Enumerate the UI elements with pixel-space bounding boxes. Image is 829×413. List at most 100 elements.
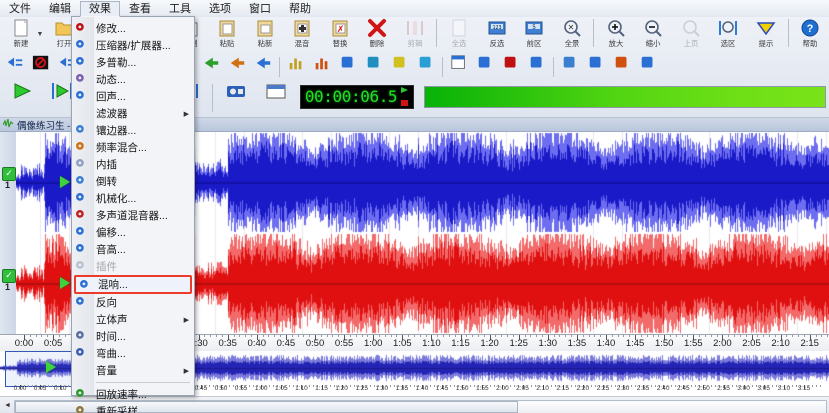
- effects-toolbar-merge-button[interactable]: [413, 54, 439, 78]
- effects-menu-item-23[interactable]: 重新采样...: [72, 403, 194, 413]
- ruler-minor-tick: [384, 335, 386, 337]
- toolbar-new-file-button[interactable]: 新建: [2, 17, 40, 51]
- ruler-minor-tick: [606, 385, 608, 387]
- effects-toolbar-fade-button[interactable]: [557, 54, 583, 78]
- toolbar-help-question-button[interactable]: ? 帮助: [792, 17, 829, 51]
- ruler-minor-tick: [454, 385, 456, 387]
- chevron-down-icon[interactable]: ▼: [36, 30, 44, 38]
- effects-toolbar-arrow-right-button[interactable]: [198, 54, 224, 78]
- effects-menu-item-3[interactable]: 多普勒...: [72, 54, 194, 71]
- effects-menu-item-22[interactable]: 回放速率...: [72, 386, 194, 403]
- effects-toolbar-bars-button[interactable]: [309, 54, 335, 78]
- ruler-label: 0:00: [14, 338, 34, 349]
- transport-play-button[interactable]: [2, 80, 42, 114]
- menu-help[interactable]: 帮助: [289, 2, 311, 15]
- toolbar-paste-new-button[interactable]: 粘新: [246, 17, 284, 51]
- effects-toolbar-speaker-left-button[interactable]: [609, 54, 635, 78]
- effects-toolbar-levels-button[interactable]: [283, 54, 309, 78]
- ruler-minor-tick: [273, 385, 275, 387]
- toolbar-button-label: 放大: [608, 39, 624, 48]
- ruler-minor-tick: [565, 335, 567, 337]
- ruler-minor-tick: [32, 385, 34, 387]
- play-marker-icon[interactable]: [60, 176, 70, 188]
- toolbar-button-label: 前区: [526, 39, 542, 48]
- effects-toolbar-speaker-right-button[interactable]: [635, 54, 661, 78]
- effects-menu-item-4[interactable]: 动态...: [72, 71, 194, 88]
- horizontal-scrollbar[interactable]: [14, 400, 827, 413]
- ruler-tick: [502, 385, 504, 389]
- ruler-tick: [431, 335, 433, 340]
- channel-1-label: 1: [5, 180, 11, 190]
- effects-toolbar-volume-button[interactable]: [583, 54, 609, 78]
- effects-dropdown-menu[interactable]: 修改... 压缩器/扩展器... 多普勒... 动态... 回声... 滤波器 ▶ 镶边器..…: [71, 16, 195, 413]
- ruler-minor-tick: [647, 385, 649, 387]
- effects-menu-item-9[interactable]: 内插: [72, 156, 194, 173]
- effects-menu-item-11[interactable]: 机械化...: [72, 190, 194, 207]
- scroll-left-arrow-icon[interactable]: ◄: [4, 402, 11, 409]
- menu-options[interactable]: 选项: [209, 2, 231, 15]
- effects-menu-item-8[interactable]: 频率混合...: [72, 139, 194, 156]
- document-titlebar[interactable]: 偶像练习生 -: [0, 118, 829, 132]
- effects-menu-item-2[interactable]: 压缩器/扩展器...: [72, 37, 194, 54]
- toolbar-zoom-selection-button[interactable]: 选区: [710, 17, 748, 51]
- effects-toolbar-arrow-left-button[interactable]: [224, 54, 250, 78]
- ruler-minor-tick: [210, 335, 212, 337]
- effects-menu-item-20[interactable]: 弯曲...: [72, 345, 194, 362]
- effects-menu-item-13[interactable]: 偏移...: [72, 224, 194, 241]
- toolbar-zoom-fit-button[interactable]: ✕ 全景: [553, 17, 591, 51]
- effects-menu-item-10[interactable]: 倒转: [72, 173, 194, 190]
- toolbar-replace-button[interactable]: ✗ 替换: [321, 17, 359, 51]
- effects-menu-item-5[interactable]: 回声...: [72, 88, 194, 105]
- ruler-minor-tick: [821, 335, 823, 337]
- effects-toolbar-note-button[interactable]: [524, 54, 550, 78]
- effects-toolbar-marker-left-button[interactable]: [2, 54, 28, 78]
- effects-toolbar-window-button[interactable]: [446, 54, 472, 78]
- effects-menu-item-16[interactable]: 混响...: [74, 275, 192, 294]
- toolbar-zoom-out-button[interactable]: 缩小: [635, 17, 673, 51]
- effects-menu-item-7[interactable]: 镶边器...: [72, 122, 194, 139]
- toolbar-undo-num-button[interactable]: 123 反选: [478, 17, 516, 51]
- ruler-minor-tick: [353, 385, 355, 387]
- transport-cue-button[interactable]: [216, 80, 256, 114]
- effects-menu-item-6[interactable]: 滤波器 ▶: [72, 105, 194, 122]
- effects-menu-item-19[interactable]: 时间...: [72, 328, 194, 345]
- menu-view[interactable]: 查看: [129, 2, 151, 15]
- effects-toolbar-grid-button[interactable]: [361, 54, 387, 78]
- effects-menu-item-12[interactable]: 多声道混音器...: [72, 207, 194, 224]
- menu-tools[interactable]: 工具: [169, 2, 191, 15]
- play-marker-icon[interactable]: [60, 277, 70, 289]
- toolbar-mix-button[interactable]: 混音: [283, 17, 321, 51]
- toolbar-separator: [279, 57, 280, 77]
- svg-text:✕: ✕: [567, 23, 574, 32]
- submenu-arrow-icon: ▶: [183, 317, 189, 324]
- effects-toolbar-stop-sign-button[interactable]: [28, 54, 54, 78]
- effects-menu-item-14[interactable]: 音高...: [72, 241, 194, 258]
- effects-menu-item-17[interactable]: 反向: [72, 294, 194, 311]
- ruler-minor-tick: [681, 335, 683, 337]
- effects-toolbar-sparkle-button[interactable]: [387, 54, 413, 78]
- toolbar-paste-button[interactable]: 粘贴: [208, 17, 246, 51]
- effects-toolbar-k-button[interactable]: [472, 54, 498, 78]
- ruler-tick: [60, 385, 62, 389]
- effects-toolbar-envelope-button[interactable]: [335, 54, 361, 78]
- menu-effects[interactable]: 效果: [80, 0, 120, 17]
- effects-menu-item-18[interactable]: 立体声 ▶: [72, 311, 194, 328]
- ruler-label: 1:20: [480, 338, 499, 349]
- effects-toolbar-clock-button[interactable]: [498, 54, 524, 78]
- channel-1-checkbox[interactable]: ✓: [2, 167, 16, 181]
- toolbar-delete-x-button[interactable]: 删除: [358, 17, 396, 51]
- ruler-minor-tick: [675, 335, 677, 337]
- transport-window-button[interactable]: [256, 80, 296, 114]
- toolbar-redo-num-button[interactable]: 5 前区: [515, 17, 553, 51]
- doppler-icon: [75, 56, 90, 70]
- menu-edit[interactable]: 编辑: [49, 2, 71, 15]
- effects-menu-item-21[interactable]: 音量 ▶: [72, 362, 194, 379]
- effects-toolbar-arrow-cross-button[interactable]: [250, 54, 276, 78]
- toolbar-zoom-in-button[interactable]: 放大: [597, 17, 635, 51]
- toolbar-yellow-triangle-button[interactable]: 提示: [747, 17, 785, 51]
- play-marker-icon[interactable]: [46, 361, 56, 373]
- menu-window[interactable]: 窗口: [249, 2, 271, 15]
- channel-2-checkbox[interactable]: ✓: [2, 269, 16, 283]
- menu-file[interactable]: 文件: [9, 2, 31, 15]
- effects-menu-item-1[interactable]: 修改...: [72, 20, 194, 37]
